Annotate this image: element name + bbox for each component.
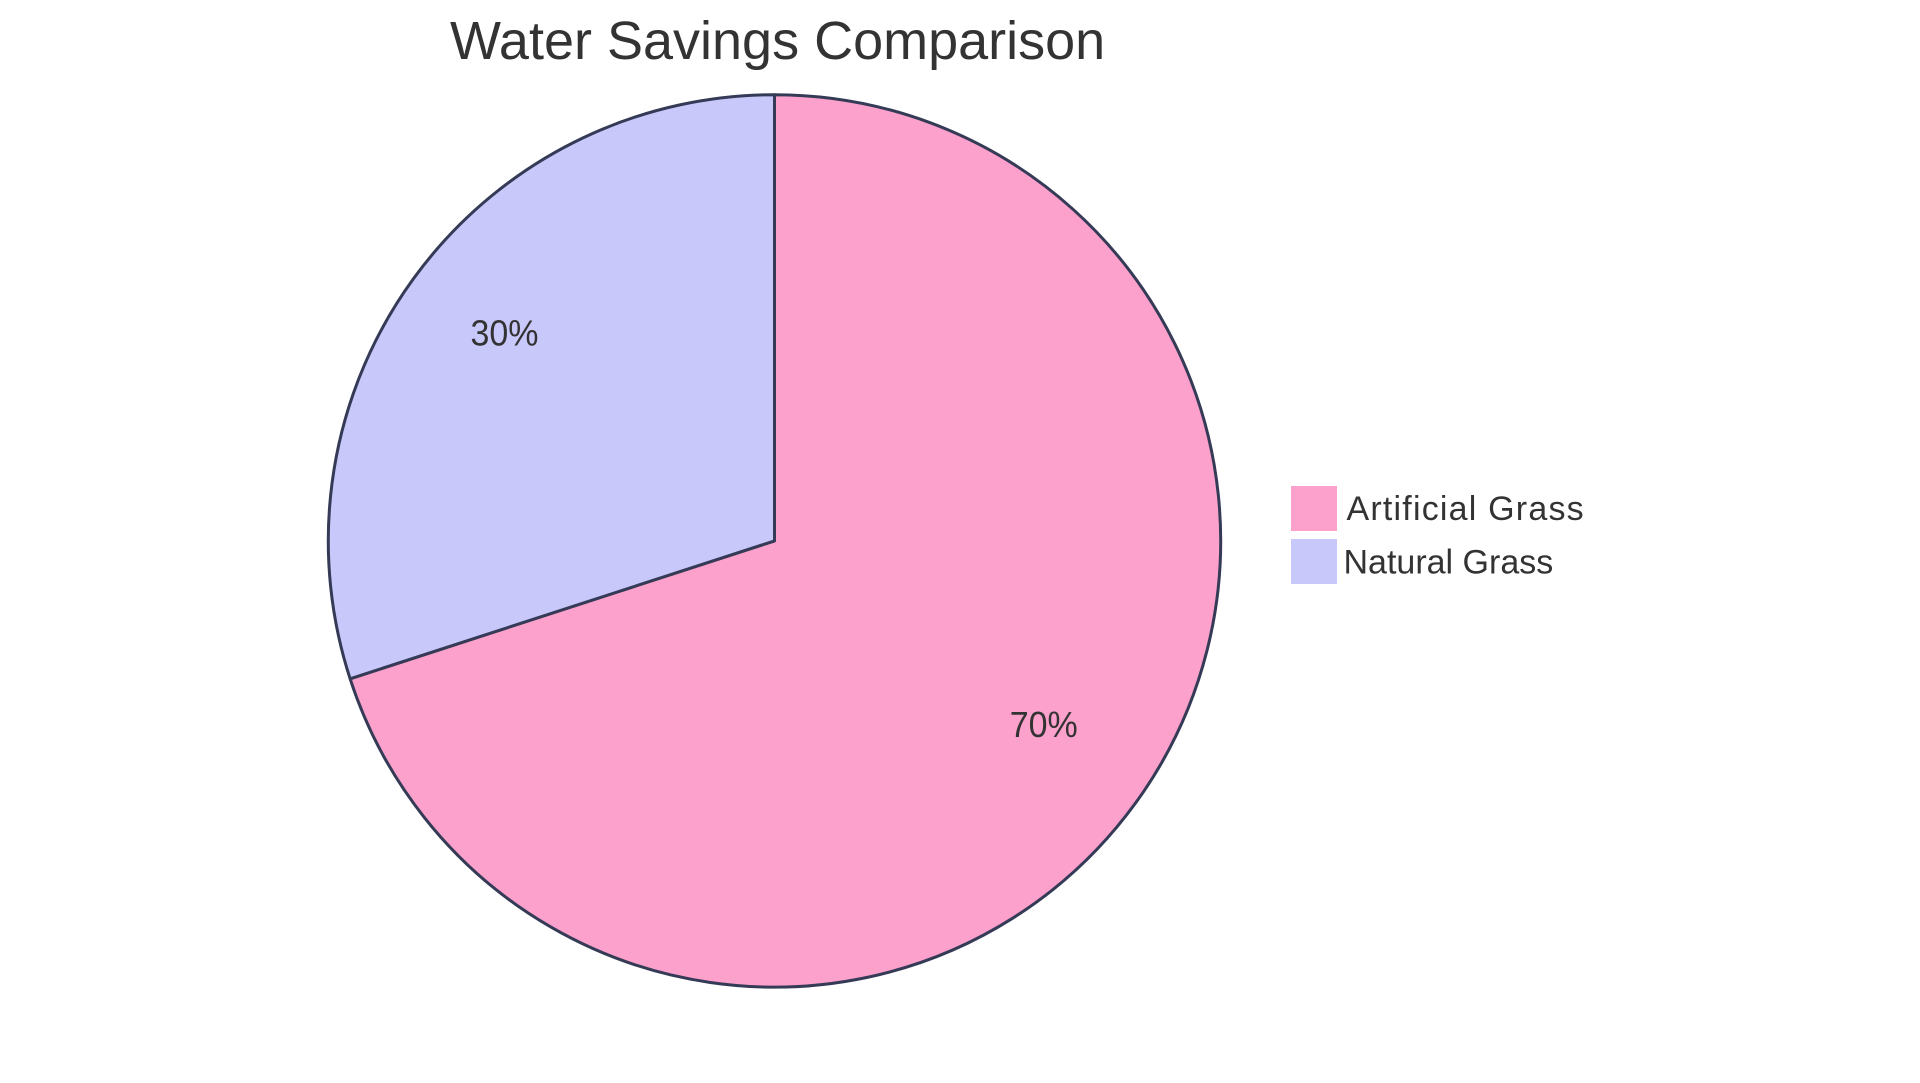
svg-text:70%: 70% [1010, 704, 1078, 745]
svg-text:30%: 30% [471, 313, 539, 354]
svg-text:Artificial Grass: Artificial Grass [1347, 490, 1585, 528]
svg-text:Water Savings Comparison: Water Savings Comparison [450, 11, 1105, 71]
svg-text:Natural Grass: Natural Grass [1344, 544, 1554, 582]
